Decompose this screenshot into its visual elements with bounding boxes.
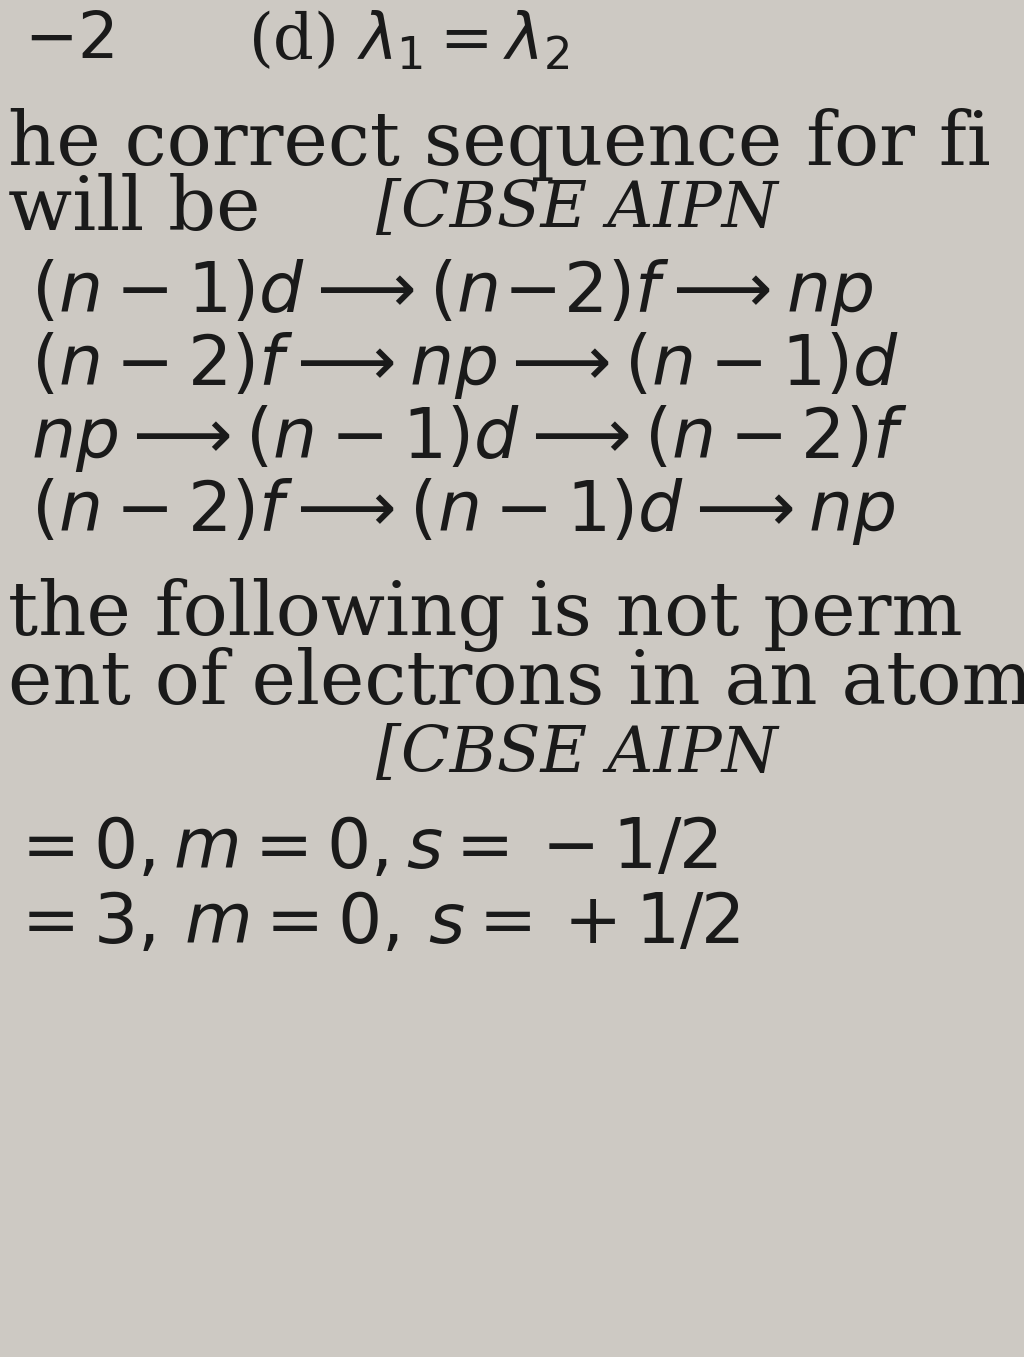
Text: $(n-2)f \longrightarrow (n-1)d \longrightarrow np$: $(n-2)f \longrightarrow (n-1)d \longrigh… bbox=[32, 476, 896, 547]
Text: [CBSE AIPN: [CBSE AIPN bbox=[376, 179, 777, 240]
Text: the following is not perm: the following is not perm bbox=[8, 578, 963, 651]
Text: (d) $\lambda_1 = \lambda_2$: (d) $\lambda_1 = \lambda_2$ bbox=[248, 8, 569, 72]
Text: ent of electrons in an atom: ent of electrons in an atom bbox=[8, 647, 1024, 721]
Text: $= 0, m = 0, s = -1/2$: $= 0, m = 0, s = -1/2$ bbox=[8, 816, 717, 882]
Text: $(n-2)f \longrightarrow np \longrightarrow (n-1)d$: $(n-2)f \longrightarrow np \longrightarr… bbox=[32, 330, 899, 402]
Text: $(n-1)d \longrightarrow (n\!-\!2)f \longrightarrow np$: $(n-1)d \longrightarrow (n\!-\!2)f \long… bbox=[32, 256, 873, 328]
Text: will be: will be bbox=[8, 174, 260, 246]
Text: he correct sequence for fi: he correct sequence for fi bbox=[8, 109, 990, 182]
Text: $-2$: $-2$ bbox=[24, 9, 114, 71]
Text: $np\longrightarrow (n-1)d \longrightarrow (n-2)f$: $np\longrightarrow (n-1)d \longrightarro… bbox=[32, 403, 908, 474]
Text: [CBSE AIPN: [CBSE AIPN bbox=[376, 723, 777, 786]
Text: $= 3,\, m = 0,\, s = +1/2$: $= 3,\, m = 0,\, s = +1/2$ bbox=[8, 890, 739, 957]
